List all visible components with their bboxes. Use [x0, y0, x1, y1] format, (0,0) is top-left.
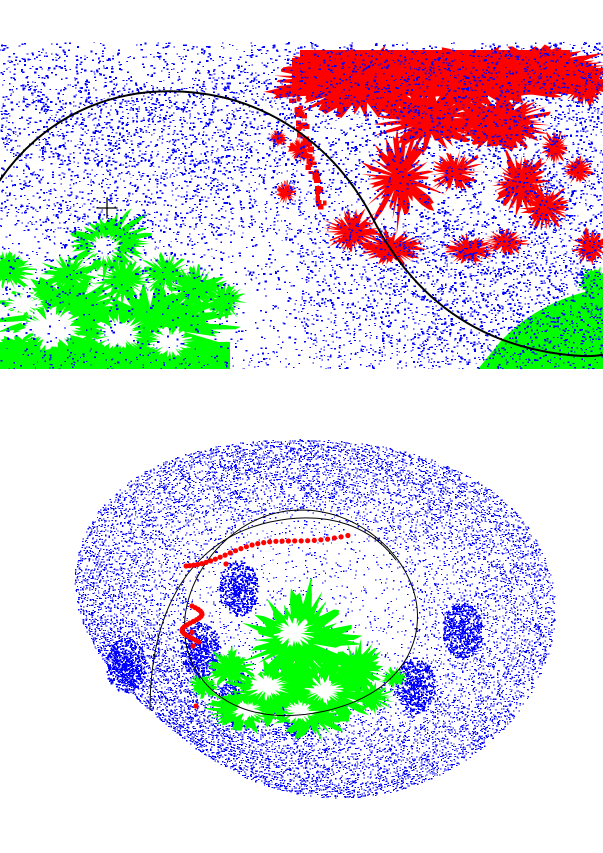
green-basin-region-top	[0, 208, 603, 369]
separatrix-curve-top	[0, 90, 603, 358]
orbit-dot-cloud-bottom	[74, 439, 556, 799]
critical-arc-bottom	[179, 532, 351, 709]
orbit-dot-cloud-top	[0, 42, 603, 369]
disk-phase-panel	[0, 410, 603, 835]
separatrix-curve-bottom	[149, 509, 419, 717]
crosshair-marker-top	[96, 197, 118, 219]
rectangular-phase-panel-canvas	[0, 42, 603, 369]
disk-phase-panel-canvas	[74, 439, 556, 799]
rectangular-phase-panel	[0, 42, 603, 369]
green-basin-region-bottom	[188, 577, 408, 743]
